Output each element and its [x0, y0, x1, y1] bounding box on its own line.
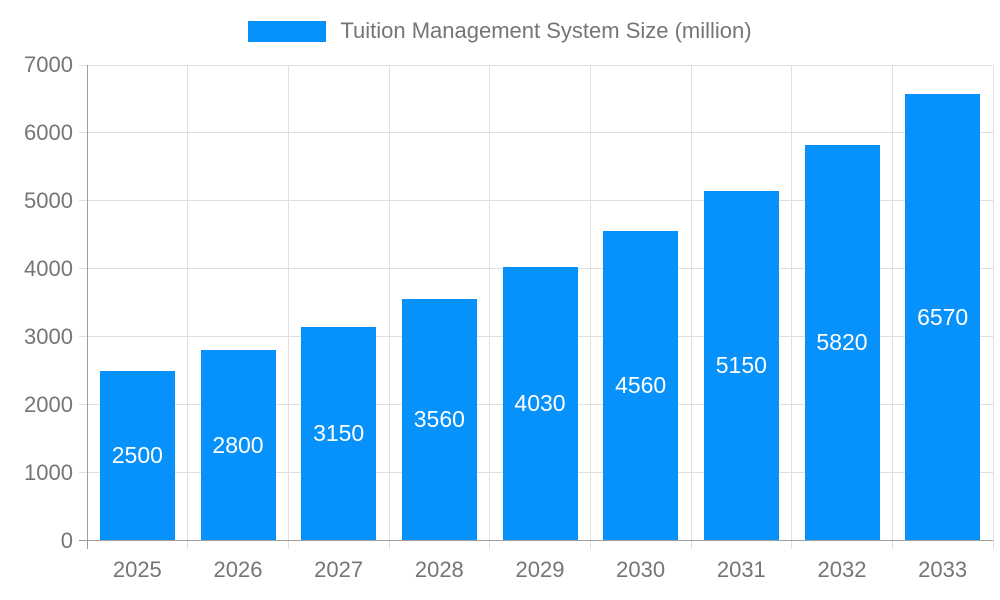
gridline-vertical — [187, 65, 189, 549]
y-axis-label: 7000 — [24, 52, 73, 77]
x-axis-label-2029: 2029 — [515, 556, 565, 582]
x-axis-label-2032: 2032 — [817, 556, 867, 582]
legend-item[interactable]: Tuition Management System Size (million) — [0, 18, 1000, 44]
y-axis-label: 4000 — [24, 255, 73, 281]
bar-2029: 4030 — [502, 266, 578, 541]
bar-2028: 3560 — [401, 298, 477, 541]
gridline-horizontal — [79, 64, 993, 66]
y-axis-label: 5000 — [24, 187, 73, 213]
y-axis-line — [86, 65, 88, 549]
bar-value-label: 4560 — [615, 372, 667, 399]
bar-value-label: 3150 — [313, 420, 365, 446]
y-axis-label: 2000 — [24, 391, 73, 417]
gridline-horizontal — [79, 132, 993, 134]
gridline-horizontal — [79, 200, 993, 202]
bar-2027: 3150 — [301, 326, 377, 541]
bar-value-label: 5150 — [715, 352, 767, 379]
bar-value-label: 2500 — [111, 442, 163, 469]
bar-2026: 2800 — [200, 350, 276, 541]
legend-swatch-icon — [248, 20, 327, 42]
x-axis-line — [79, 540, 993, 541]
bar-2025: 2500 — [99, 370, 175, 541]
x-axis-label-2030: 2030 — [616, 556, 666, 582]
bar-2033: 6570 — [905, 94, 981, 541]
bar-value-label: 2800 — [212, 431, 264, 458]
bar-value-label: 6570 — [917, 303, 969, 330]
bar-value-label: 3560 — [413, 406, 465, 433]
gridline-vertical — [791, 65, 793, 549]
x-axis-label-2026: 2026 — [213, 556, 263, 582]
x-axis-label-2033: 2033 — [918, 556, 968, 582]
gridline-vertical — [388, 65, 390, 549]
y-axis-label: 1000 — [24, 459, 73, 485]
x-axis-label-2027: 2027 — [314, 556, 364, 582]
gridline-vertical — [891, 65, 893, 549]
x-axis-label-2028: 2028 — [414, 556, 464, 582]
gridline-vertical — [589, 65, 591, 549]
x-axis-label-2025: 2025 — [112, 556, 162, 582]
gridline-vertical — [489, 65, 491, 549]
gridline-vertical — [690, 65, 692, 549]
y-axis-label: 0 — [60, 527, 73, 553]
legend-label: Tuition Management System Size (million) — [340, 18, 752, 43]
bar-2032: 5820 — [804, 145, 880, 541]
bar-value-label: 5820 — [816, 329, 868, 356]
gridline-vertical — [287, 65, 289, 549]
y-axis-label: 3000 — [24, 323, 73, 349]
y-axis-label: 6000 — [24, 119, 73, 145]
bar-2031: 5150 — [703, 190, 779, 541]
gridline-vertical — [992, 65, 994, 549]
bar-value-label: 4030 — [514, 390, 566, 417]
bar-2030: 4560 — [603, 230, 679, 541]
x-axis-label-2031: 2031 — [716, 556, 766, 582]
